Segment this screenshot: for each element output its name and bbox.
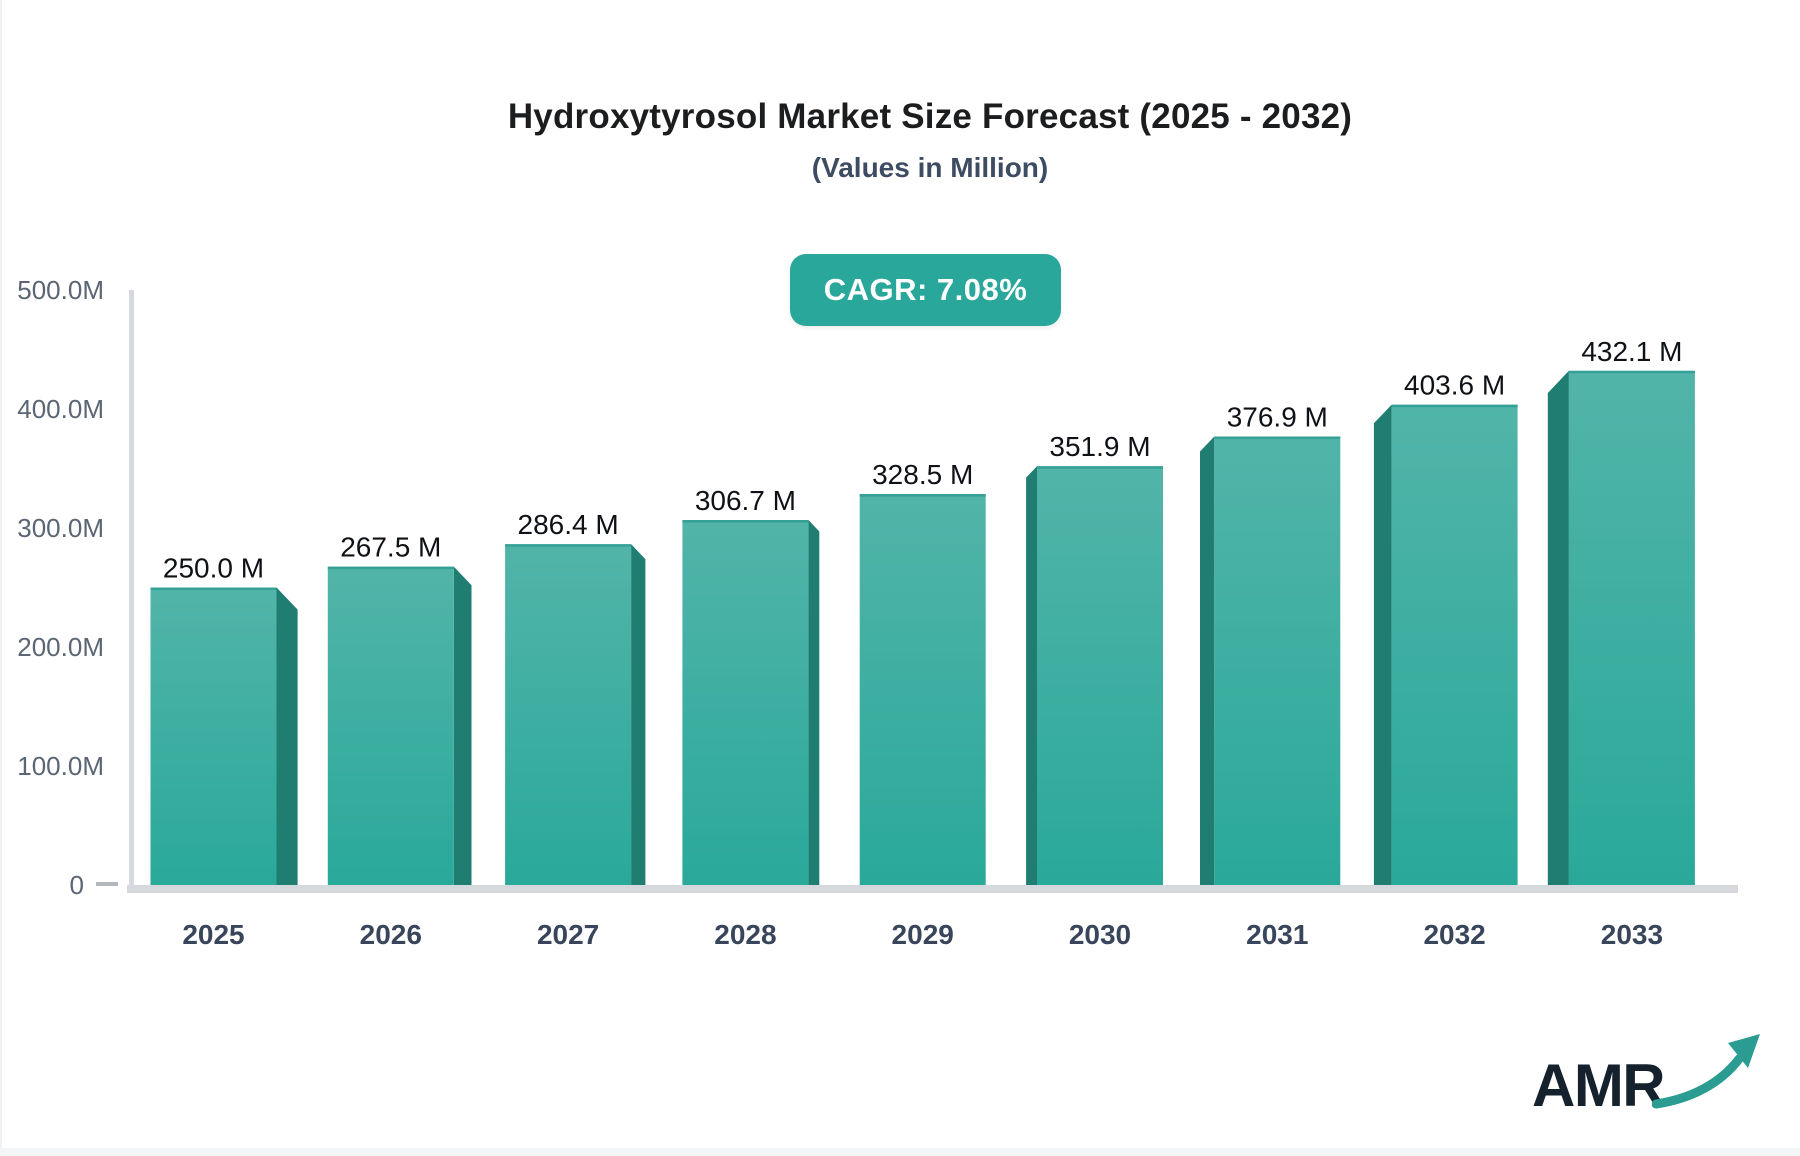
x-axis-label: 2032 xyxy=(1423,919,1485,950)
bar-value-label: 432.1 M xyxy=(1581,336,1682,367)
bar-side-face xyxy=(276,587,298,885)
bar-value-label: 250.0 M xyxy=(163,553,264,584)
y-tick-label: 200.0M xyxy=(17,632,104,662)
amr-logo: AMR xyxy=(1532,1032,1764,1116)
bar-top-edge xyxy=(859,494,986,497)
bar-face xyxy=(1568,370,1695,885)
y-tick-label: 100.0M xyxy=(17,751,104,781)
chart-subtitle: (Values in Million) xyxy=(811,152,1049,183)
bar-value-label: 376.9 M xyxy=(1227,401,1328,432)
chart-header: Hydroxytyrosol Market Size Forecast (202… xyxy=(50,0,1800,184)
cagr-badge-label: CAGR: 7.08% xyxy=(823,272,1028,307)
bar-top-edge xyxy=(1214,436,1341,439)
bar-face xyxy=(1037,466,1163,885)
bar-side-face xyxy=(1547,370,1569,885)
bar-face xyxy=(505,544,632,885)
bar-top-edge xyxy=(327,566,454,570)
bar-side-face xyxy=(1026,466,1037,885)
bar-face xyxy=(327,566,454,885)
bar-value-label: 328.5 M xyxy=(872,459,973,490)
bar-face xyxy=(682,520,809,885)
x-axis-label: 2030 xyxy=(1069,919,1131,950)
bar-top-edge xyxy=(682,520,809,523)
bar-2031: 376.9 M xyxy=(1200,401,1341,885)
chart-title: Hydroxytyrosol Market Size Forecast (202… xyxy=(507,97,1353,136)
x-axis-label: 2031 xyxy=(1246,919,1308,950)
bar-2032: 403.6 M xyxy=(1373,370,1518,885)
bar-2029: 328.5 M xyxy=(859,459,986,885)
bar-2026: 267.5 M xyxy=(327,532,472,885)
bar-value-label: 286.4 M xyxy=(518,509,619,540)
bar-top-edge xyxy=(1037,466,1163,469)
bar-face xyxy=(1391,404,1518,885)
bar-side-face xyxy=(808,520,820,885)
bar-value-label: 306.7 M xyxy=(695,485,796,516)
chart-plot-area: 500.0M 400.0M 300.0M 200.0M 100.0M 0 250.0 M 20… xyxy=(17,275,1738,950)
bar-top-edge xyxy=(1391,404,1518,408)
y-axis-line xyxy=(129,290,134,893)
bar-side-face xyxy=(1200,436,1215,885)
zero-tick-dash xyxy=(96,882,118,886)
bar-top-edge xyxy=(150,587,277,590)
x-axis-label: 2033 xyxy=(1601,919,1663,950)
x-axis-baseline xyxy=(127,885,1738,893)
bar-side-face xyxy=(1373,404,1392,885)
bar-2027: 286.4 M xyxy=(505,509,646,885)
bar-top-edge xyxy=(1568,370,1695,374)
page-edge-left xyxy=(0,0,2,1156)
y-tick-label: 500.0M xyxy=(17,275,104,305)
cagr-badge: CAGR: 7.08% xyxy=(790,254,1061,326)
y-tick-label: 0 xyxy=(70,870,84,900)
bar-face xyxy=(150,587,277,885)
x-axis-label: 2026 xyxy=(360,919,422,950)
bar-top-edge xyxy=(505,544,632,547)
bar-side-face xyxy=(631,544,646,885)
x-axis-label: 2028 xyxy=(714,919,776,950)
bar-2030: 351.9 M xyxy=(1026,431,1163,885)
bar-2033: 432.1 M xyxy=(1547,336,1695,885)
x-axis-label: 2027 xyxy=(537,919,599,950)
page-edge-bottom xyxy=(0,1148,1800,1156)
bar-face xyxy=(1214,436,1341,885)
growth-arrow-icon xyxy=(1652,1034,1761,1109)
y-tick-label: 300.0M xyxy=(17,513,104,543)
bar-2028: 306.7 M xyxy=(682,485,820,885)
amr-logo-text: AMR xyxy=(1532,1052,1666,1119)
y-tick-label: 400.0M xyxy=(17,394,104,424)
bar-value-label: 267.5 M xyxy=(340,532,441,563)
bar-face xyxy=(859,494,986,885)
bar-value-label: 403.6 M xyxy=(1404,370,1505,401)
x-axis-label: 2025 xyxy=(182,919,244,950)
bar-value-label: 351.9 M xyxy=(1049,431,1150,462)
bar-2025: 250.0 M xyxy=(150,553,298,885)
x-axis-label: 2029 xyxy=(892,919,954,950)
bar-side-face xyxy=(453,566,472,885)
